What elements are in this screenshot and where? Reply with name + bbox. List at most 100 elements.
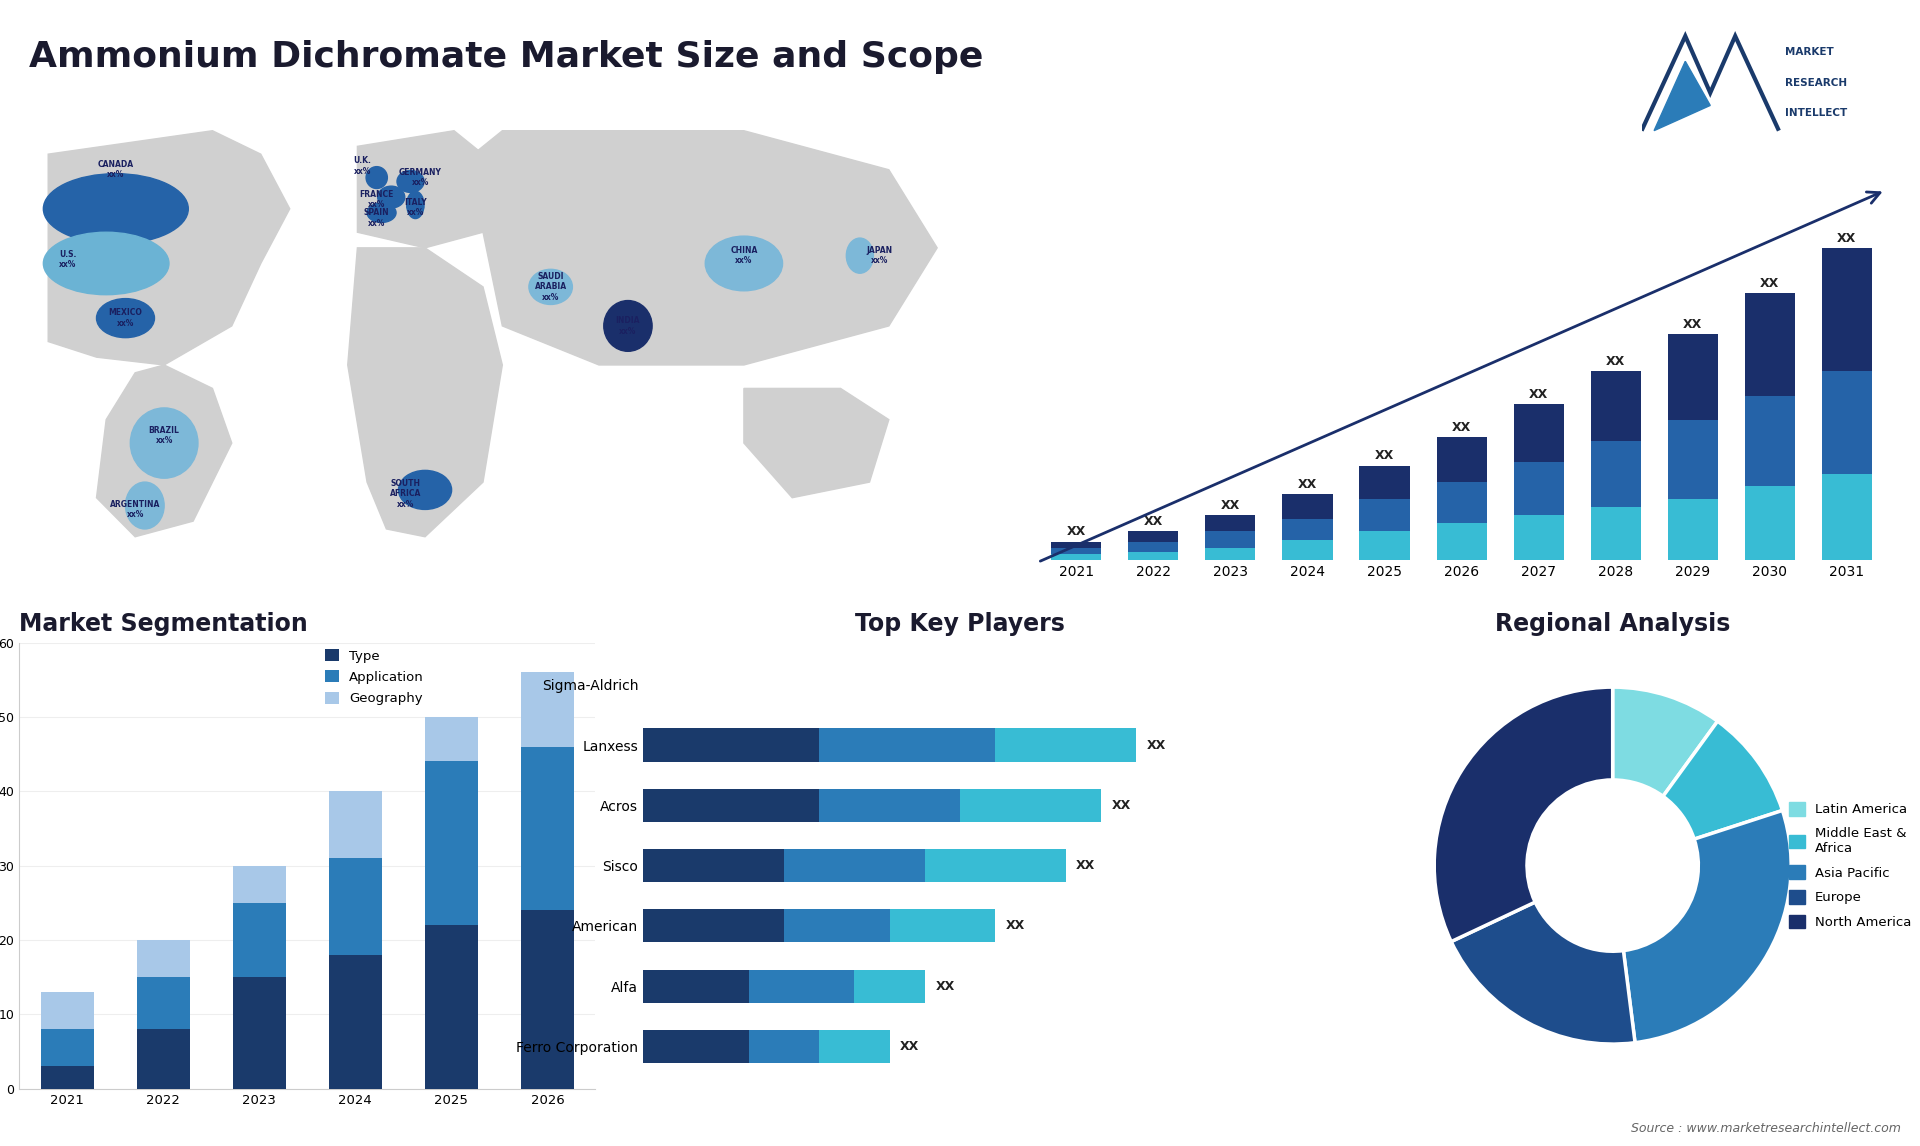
Bar (520, 746, 574, 910)
Text: XX: XX (1298, 478, 1317, 492)
Bar (643, 970, 749, 1003)
Wedge shape (1663, 721, 1782, 839)
Text: U.K.
xx%: U.K. xx% (353, 156, 371, 175)
Text: XX: XX (1684, 317, 1703, 331)
Bar (820, 729, 995, 762)
Text: Market Segmentation: Market Segmentation (19, 612, 307, 636)
Bar (1129, 552, 1179, 560)
Text: INDIA
xx%: INDIA xx% (616, 316, 639, 336)
Polygon shape (48, 131, 290, 364)
Bar (995, 729, 1137, 762)
Bar (1668, 421, 1718, 499)
Bar (40, 1067, 94, 1089)
Bar (1590, 507, 1642, 560)
Text: Ammonium Dichromate Market Size and Scope: Ammonium Dichromate Market Size and Scop… (29, 40, 983, 74)
Bar (783, 909, 889, 942)
Text: GERMANY
xx%: GERMANY xx% (399, 167, 442, 187)
Bar (1052, 542, 1102, 548)
Bar (1359, 499, 1409, 532)
Bar (1745, 293, 1795, 395)
Bar (40, 1029, 94, 1067)
Text: XX: XX (1077, 860, 1096, 872)
Bar (232, 865, 286, 903)
Bar (1822, 248, 1872, 371)
Ellipse shape (367, 166, 388, 188)
Bar (520, 673, 574, 746)
Bar (749, 1030, 820, 1063)
Bar (424, 761, 478, 925)
Bar (1359, 465, 1409, 499)
Bar (820, 788, 960, 822)
Ellipse shape (397, 171, 424, 193)
Text: XX: XX (1528, 387, 1548, 401)
Wedge shape (1434, 688, 1613, 942)
Ellipse shape (603, 300, 653, 352)
Text: BRAZIL
xx%: BRAZIL xx% (148, 425, 180, 445)
Text: XX: XX (935, 980, 954, 992)
Text: ITALY
xx%: ITALY xx% (403, 197, 426, 217)
Text: XX: XX (1144, 516, 1164, 528)
Text: JAPAN
xx%: JAPAN xx% (866, 246, 893, 266)
Bar (1436, 437, 1486, 482)
Text: XX: XX (1837, 231, 1857, 244)
Bar (328, 955, 382, 1089)
Title: Regional Analysis: Regional Analysis (1496, 612, 1730, 636)
Bar (328, 858, 382, 955)
Bar (424, 717, 478, 761)
Circle shape (1526, 780, 1699, 951)
Text: CHINA
xx%: CHINA xx% (730, 246, 758, 266)
Ellipse shape (44, 233, 169, 295)
Ellipse shape (378, 186, 405, 209)
Bar (232, 903, 286, 978)
Text: XX: XX (1112, 799, 1131, 811)
Wedge shape (1613, 688, 1718, 796)
Text: MEXICO
xx%: MEXICO xx% (109, 308, 142, 328)
Ellipse shape (528, 269, 572, 305)
Ellipse shape (367, 203, 396, 222)
Bar (1129, 542, 1179, 552)
Bar (643, 1030, 749, 1063)
Text: ARGENTINA
xx%: ARGENTINA xx% (109, 500, 161, 519)
Text: XX: XX (1375, 449, 1394, 462)
Bar (1822, 474, 1872, 560)
Text: XX: XX (1761, 277, 1780, 290)
Bar (1129, 532, 1179, 542)
Text: SAUDI
ARABIA
xx%: SAUDI ARABIA xx% (534, 272, 566, 301)
Text: XX: XX (1068, 525, 1087, 539)
Bar (40, 992, 94, 1029)
Polygon shape (357, 131, 503, 248)
Bar (136, 1029, 190, 1089)
Bar (1052, 554, 1102, 560)
Bar (749, 970, 854, 1003)
Polygon shape (348, 248, 503, 536)
Bar (1590, 371, 1642, 441)
Ellipse shape (96, 299, 154, 338)
Legend: Type, Application, Geography: Type, Application, Geography (324, 649, 424, 705)
Bar (854, 970, 925, 1003)
Ellipse shape (131, 408, 198, 478)
Text: Source : www.marketresearchintellect.com: Source : www.marketresearchintellect.com (1630, 1122, 1901, 1135)
Bar (136, 978, 190, 1029)
Bar (1206, 515, 1256, 532)
Bar (960, 788, 1100, 822)
Bar (1052, 548, 1102, 554)
Polygon shape (1653, 62, 1711, 131)
Bar (643, 788, 820, 822)
Text: XX: XX (1006, 919, 1025, 933)
Bar (1436, 524, 1486, 560)
Bar (1206, 532, 1256, 548)
Bar (643, 849, 783, 882)
Bar (1283, 494, 1332, 519)
Bar (1513, 515, 1563, 560)
Bar (1513, 462, 1563, 515)
Bar (1745, 486, 1795, 560)
Text: XX: XX (900, 1039, 920, 1053)
Bar (1668, 335, 1718, 421)
Text: CANADA
xx%: CANADA xx% (98, 160, 134, 180)
Bar (520, 910, 574, 1089)
Polygon shape (96, 364, 232, 536)
Text: XX: XX (1452, 421, 1471, 433)
Ellipse shape (407, 191, 424, 219)
Text: MARKET: MARKET (1786, 47, 1834, 57)
Title: Top Key Players: Top Key Players (854, 612, 1066, 636)
